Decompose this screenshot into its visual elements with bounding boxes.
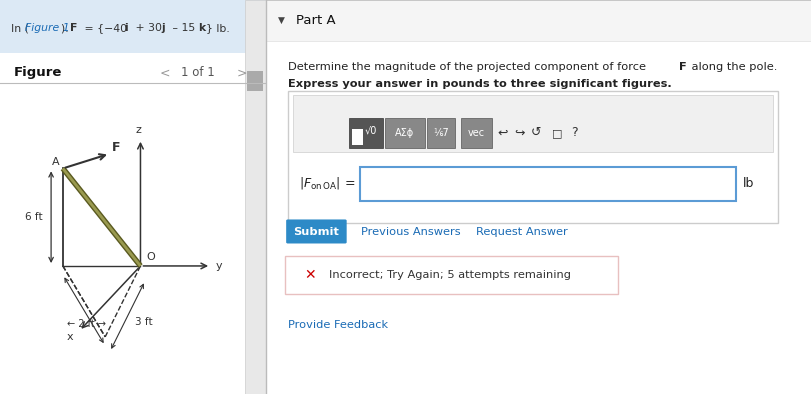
FancyBboxPatch shape [360,167,736,201]
Text: ▼: ▼ [278,16,285,25]
Text: Part A: Part A [296,14,336,27]
FancyBboxPatch shape [285,256,617,294]
Text: Request Answer: Request Answer [476,227,568,237]
FancyBboxPatch shape [294,95,773,152]
FancyBboxPatch shape [352,129,363,145]
Text: □: □ [552,128,563,138]
Text: ↩: ↩ [498,126,508,139]
FancyBboxPatch shape [266,0,811,41]
Text: lb: lb [743,177,754,190]
FancyBboxPatch shape [461,118,492,148]
Text: O: O [146,251,155,262]
Text: vec: vec [468,128,485,138]
Text: ↺: ↺ [530,126,541,139]
Text: + 30: + 30 [131,23,161,33]
Text: <: < [160,67,170,79]
Text: Figure 1: Figure 1 [25,23,70,33]
Text: F: F [71,23,78,33]
Text: } lb.: } lb. [206,23,230,33]
Text: ✕: ✕ [304,268,315,282]
Text: In (: In ( [11,23,28,33]
FancyBboxPatch shape [427,118,455,148]
Text: i: i [124,23,127,33]
FancyBboxPatch shape [245,0,266,394]
FancyBboxPatch shape [288,91,779,223]
Text: A: A [52,157,59,167]
Text: $|F_{\rm on\,OA}|$ =: $|F_{\rm on\,OA}|$ = [298,175,355,191]
Text: x: x [67,332,73,342]
Text: Previous Answers: Previous Answers [362,227,461,237]
FancyBboxPatch shape [385,118,425,148]
FancyBboxPatch shape [350,118,383,148]
Text: √0: √0 [365,126,377,136]
Text: F: F [679,62,686,72]
Text: ?: ? [571,126,577,139]
Text: k: k [198,23,205,33]
FancyBboxPatch shape [247,71,264,91]
Text: = {−40: = {−40 [81,23,127,33]
Text: AΣϕ: AΣϕ [395,128,414,138]
Text: j: j [161,23,165,33]
Text: 6 ft: 6 ft [25,212,43,222]
Text: along the pole.: along the pole. [689,62,778,72]
Text: ⅙7: ⅙7 [433,128,448,138]
Text: Submit: Submit [294,227,339,237]
Text: ← 2 ft →: ← 2 ft → [67,319,106,329]
Text: >: > [237,67,247,79]
Text: Provide Feedback: Provide Feedback [288,320,388,330]
FancyBboxPatch shape [266,41,811,394]
Text: Figure: Figure [13,67,62,79]
Text: Express your answer in pounds to three significant figures.: Express your answer in pounds to three s… [288,79,672,89]
Text: 1 of 1: 1 of 1 [181,67,215,79]
FancyBboxPatch shape [286,219,346,243]
Text: z: z [135,125,141,135]
Text: F: F [112,141,121,154]
Text: Determine the magnitude of the projected component of force: Determine the magnitude of the projected… [288,62,650,72]
Text: – 15: – 15 [169,23,195,33]
Text: 3 ft: 3 ft [135,317,152,327]
FancyBboxPatch shape [0,0,266,53]
Text: y: y [216,261,222,271]
Text: ↪: ↪ [514,126,525,139]
Text: Incorrect; Try Again; 5 attempts remaining: Incorrect; Try Again; 5 attempts remaini… [328,270,571,280]
Text: ).: ). [61,23,75,33]
